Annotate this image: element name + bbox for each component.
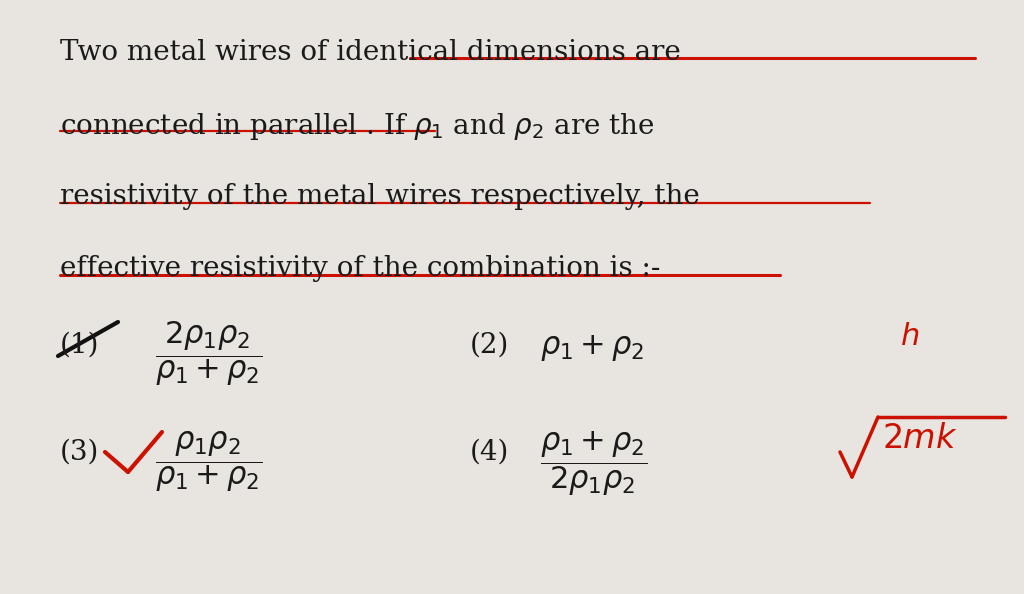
Text: $2mk$: $2mk$ bbox=[882, 422, 957, 455]
Text: (1): (1) bbox=[60, 332, 99, 359]
Text: resistivity of the metal wires respectively, the: resistivity of the metal wires respectiv… bbox=[60, 183, 699, 210]
Text: effective resistivity of the combination is :-: effective resistivity of the combination… bbox=[60, 255, 660, 282]
Text: (4): (4) bbox=[470, 439, 509, 466]
Text: $\dfrac{2\rho_1\rho_2}{\rho_1+\rho_2}$: $\dfrac{2\rho_1\rho_2}{\rho_1+\rho_2}$ bbox=[155, 319, 262, 387]
Text: $h$: $h$ bbox=[900, 322, 920, 351]
Text: connected in parallel . If $\rho_1$ and $\rho_2$ are the: connected in parallel . If $\rho_1$ and … bbox=[60, 111, 654, 142]
Text: $\rho_1+\rho_2$: $\rho_1+\rho_2$ bbox=[540, 332, 644, 363]
Text: $\dfrac{\rho_1+\rho_2}{2\rho_1\rho_2}$: $\dfrac{\rho_1+\rho_2}{2\rho_1\rho_2}$ bbox=[540, 429, 647, 498]
Text: Two metal wires of identical dimensions are: Two metal wires of identical dimensions … bbox=[60, 39, 681, 66]
Text: (2): (2) bbox=[470, 332, 509, 359]
Text: (3): (3) bbox=[60, 439, 99, 466]
Text: $\dfrac{\rho_1\rho_2}{\rho_1+\rho_2}$: $\dfrac{\rho_1\rho_2}{\rho_1+\rho_2}$ bbox=[155, 429, 262, 494]
